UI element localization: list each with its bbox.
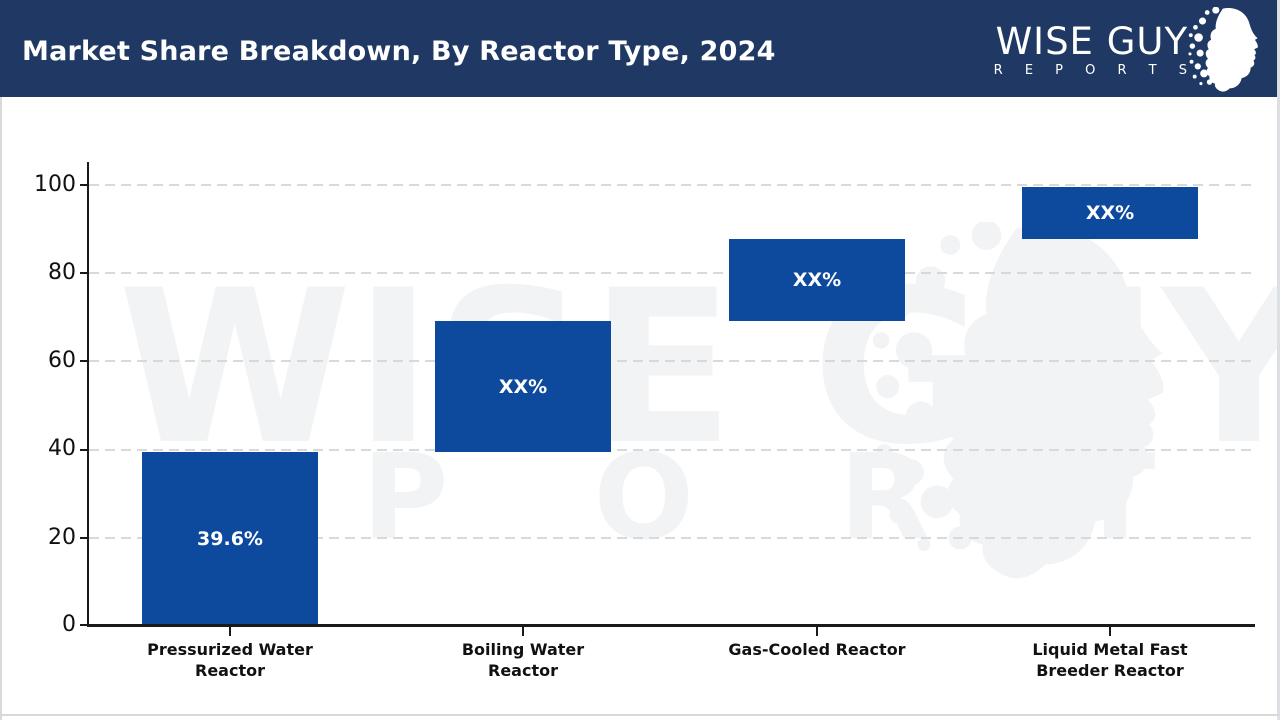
x-tick-label-pressurized-water-reactor: Pressurized Water Reactor — [147, 640, 313, 680]
bar-value-label: XX% — [1085, 202, 1135, 224]
bar-gas-cooled-reactor: XX% — [729, 239, 905, 321]
gridline-60 — [89, 360, 1254, 362]
bar-value-label: 39.6% — [197, 528, 263, 550]
y-tick-label-80: 80 — [48, 260, 76, 285]
x-axis-line — [87, 624, 1255, 627]
logo-head-icon — [1188, 7, 1258, 92]
y-tick-label-60: 60 — [48, 348, 76, 373]
wise-guy-reports-logo: WISE GUY R E P O R T S — [988, 6, 1266, 94]
gridline-20 — [89, 537, 1254, 539]
x-tick-label-boiling-water-reactor: Boiling Water Reactor — [461, 640, 585, 680]
logo-text: WISE GUY R E P O R T S — [988, 23, 1196, 78]
y-tick-mark — [80, 624, 88, 626]
chart-title: Market Share Breakdown, By Reactor Type,… — [22, 36, 776, 67]
page-border-right — [1277, 0, 1280, 720]
bar-liquid-metal-fast-breeder-reactor: XX% — [1022, 187, 1198, 239]
x-tick-label-gas-cooled-reactor: Gas-Cooled Reactor — [728, 640, 906, 659]
y-tick-mark — [80, 537, 88, 539]
y-axis-line — [87, 162, 89, 626]
y-tick-mark — [80, 184, 88, 186]
x-tick-label-liquid-metal-fast-breeder-reactor: Liquid Metal Fast Breeder Reactor — [1032, 640, 1188, 680]
y-tick-mark — [80, 272, 88, 274]
y-tick-mark — [80, 360, 88, 362]
bar-pressurized-water-reactor: 39.6% — [142, 452, 318, 626]
x-tick-mark — [229, 627, 231, 636]
y-tick-label-100: 100 — [34, 172, 76, 197]
bar-value-label: XX% — [498, 375, 548, 398]
y-tick-mark — [80, 449, 88, 451]
logo-subtitle: R E P O R T S — [993, 62, 1196, 78]
y-tick-label-40: 40 — [48, 436, 76, 461]
y-tick-label-20: 20 — [48, 525, 76, 550]
x-tick-mark — [816, 627, 818, 636]
watermark-head-logo — [871, 222, 1164, 579]
y-tick-label-0: 0 — [62, 612, 76, 637]
x-tick-mark — [522, 627, 524, 636]
page-border-bottom — [0, 714, 1280, 716]
gridline-40 — [89, 449, 1254, 451]
header-bar: Market Share Breakdown, By Reactor Type,… — [0, 0, 1280, 97]
bar-boiling-water-reactor: XX% — [435, 321, 611, 452]
bar-value-label: XX% — [792, 269, 842, 291]
logo-wordmark: WISE GUY — [995, 19, 1189, 63]
gridline-100 — [89, 184, 1254, 186]
gridline-80 — [89, 272, 1254, 274]
page-border-left — [0, 97, 2, 720]
x-tick-mark — [1109, 627, 1111, 636]
